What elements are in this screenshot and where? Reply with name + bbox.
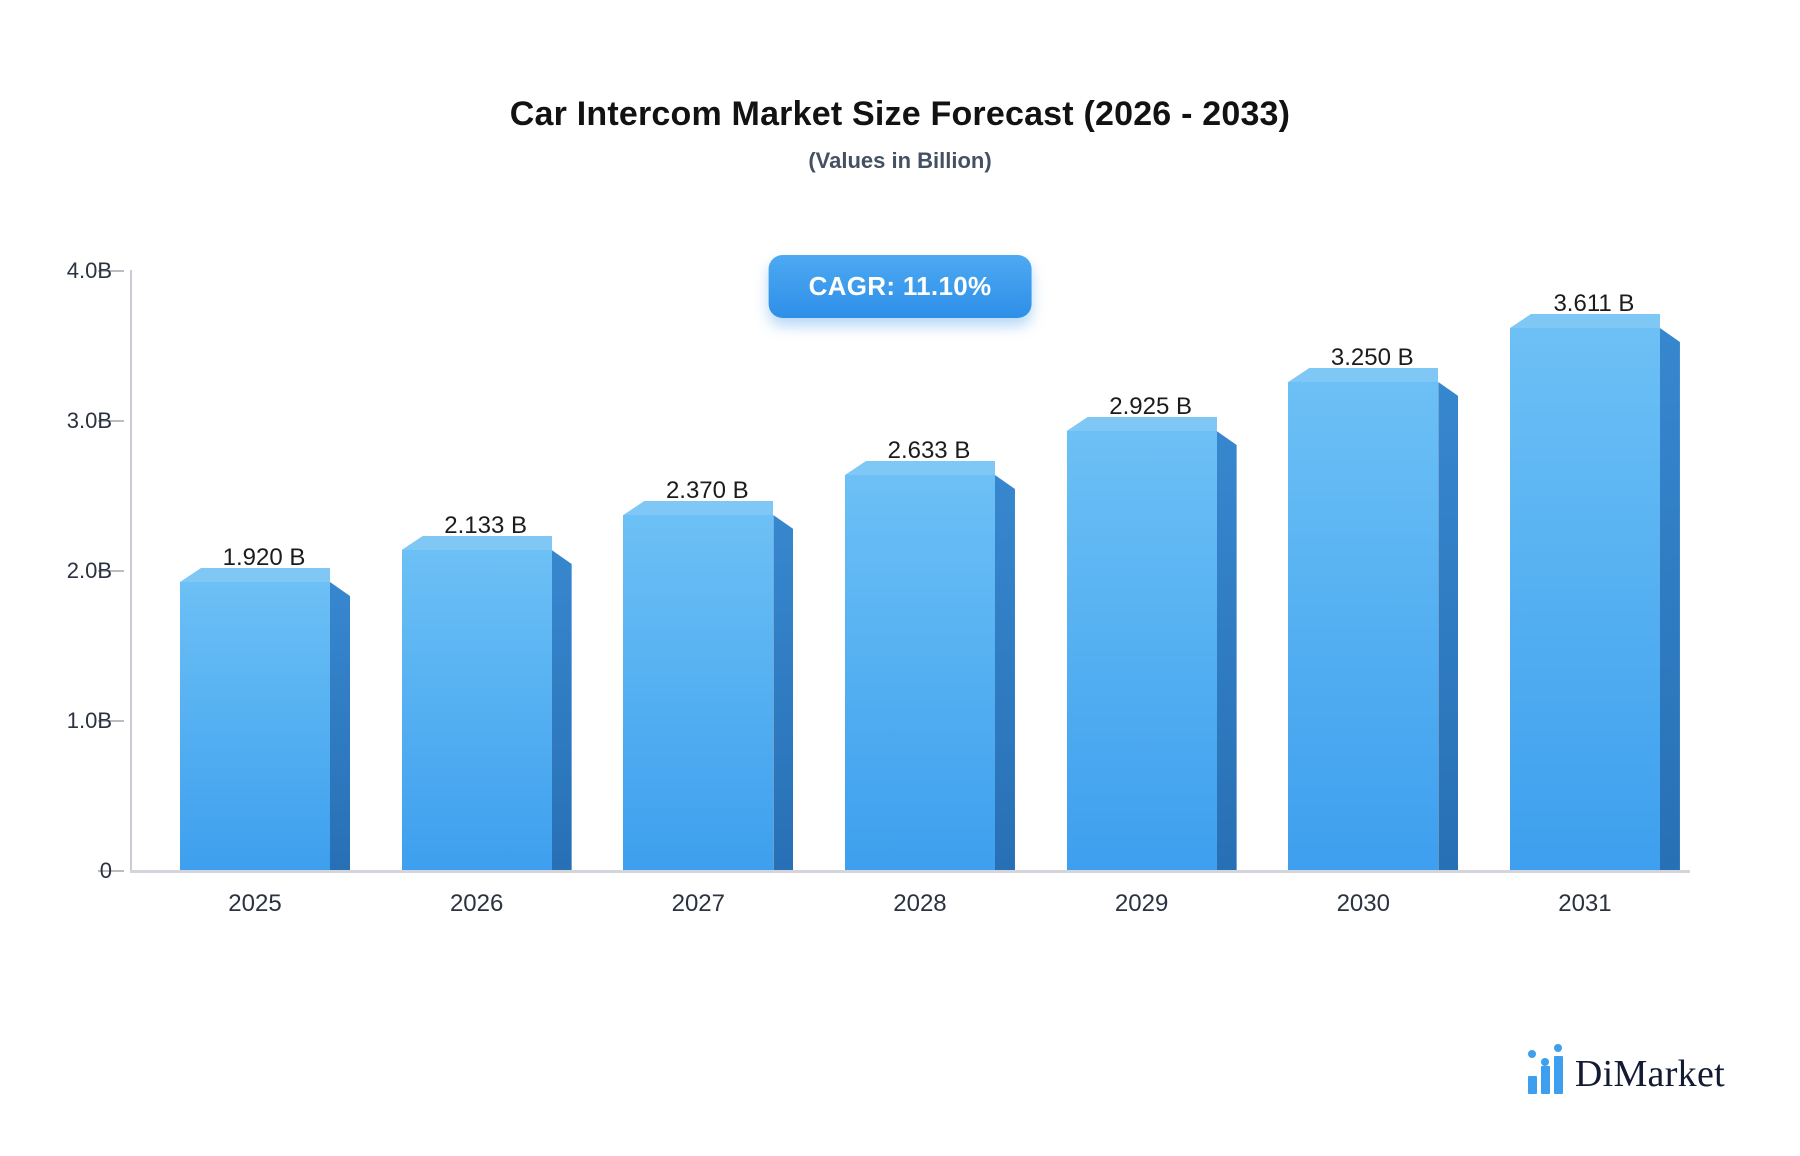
y-tick-label-2: 2.0B: [22, 558, 112, 584]
y-tick-label-3: 3.0B: [22, 408, 112, 434]
bar-top-2031: [1510, 314, 1660, 328]
bar-side-2030: [1438, 382, 1458, 870]
brand-logo-text: DiMarket: [1575, 1052, 1725, 1096]
bar-face-2026[interactable]: [402, 550, 552, 870]
y-axis-line: [130, 270, 132, 870]
bar-top-2028: [845, 461, 995, 475]
x-label-2027[interactable]: 2027: [603, 890, 793, 918]
bar-group-2030[interactable]: 3.250 B 2030: [1268, 270, 1458, 870]
bar-group-2025[interactable]: 1.920 B 2025: [160, 270, 350, 870]
bar-value-2027: 2.370 B: [623, 477, 791, 505]
bar-value-2029: 2.925 B: [1067, 393, 1235, 421]
bar-face-2027[interactable]: [623, 515, 773, 870]
brand-logo-icon: [1528, 1054, 1563, 1094]
bar-value-2025: 1.920 B: [180, 544, 348, 572]
y-tick-label-4: 4.0B: [22, 258, 112, 284]
x-label-2026[interactable]: 2026: [382, 890, 572, 918]
bar-group-2031[interactable]: 3.611 B 2031: [1490, 270, 1680, 870]
bar-group-2026[interactable]: 2.133 B 2026: [382, 270, 572, 870]
bar-group-2028[interactable]: 2.633 B 2028: [825, 270, 1015, 870]
bar-value-2028: 2.633 B: [845, 437, 1013, 465]
x-label-2025[interactable]: 2025: [160, 890, 350, 918]
bar-value-2031: 3.611 B: [1510, 290, 1678, 318]
bar-face-2030[interactable]: [1288, 382, 1438, 870]
bar-value-2026: 2.133 B: [402, 512, 570, 540]
bar-face-2025[interactable]: [180, 582, 330, 870]
x-label-2028[interactable]: 2028: [825, 890, 1015, 918]
bar-side-2025: [330, 582, 350, 870]
bar-top-2026: [402, 536, 552, 550]
bar-top-2030: [1288, 368, 1438, 382]
bar-face-2029[interactable]: [1067, 431, 1217, 870]
bar-side-2026: [552, 550, 572, 870]
x-label-2029[interactable]: 2029: [1047, 890, 1237, 918]
bar-top-2027: [623, 501, 773, 515]
bar-side-2028: [995, 475, 1015, 870]
chart-plot-area: 0 1.0B 2.0B 3.0B 4.0B 1.920 B 2025 2.: [130, 270, 1710, 890]
bar-side-2027: [773, 515, 793, 870]
y-tick-label-0: 0: [22, 858, 112, 884]
y-tick-label-1: 1.0B: [22, 708, 112, 734]
bars-row: 1.920 B 2025 2.133 B 2026 2.370: [160, 270, 1680, 870]
chart-subtitle: (Values in Billion): [0, 148, 1800, 174]
bar-group-2027[interactable]: 2.370 B 2027: [603, 270, 793, 870]
bar-face-2028[interactable]: [845, 475, 995, 870]
x-label-2030[interactable]: 2030: [1268, 890, 1458, 918]
bar-top-2029: [1067, 417, 1217, 431]
x-axis-line: [130, 870, 1690, 873]
bar-value-2030: 3.250 B: [1288, 344, 1456, 372]
chart-page: Car Intercom Market Size Forecast (2026 …: [0, 0, 1800, 1156]
bar-top-2025: [180, 568, 330, 582]
title-block: Car Intercom Market Size Forecast (2026 …: [0, 95, 1800, 174]
bar-side-2029: [1217, 431, 1237, 870]
bar-group-2029[interactable]: 2.925 B 2029: [1047, 270, 1237, 870]
brand-logo: DiMarket: [1528, 1052, 1725, 1096]
chart-title: Car Intercom Market Size Forecast (2026 …: [0, 95, 1800, 134]
x-label-2031[interactable]: 2031: [1490, 890, 1680, 918]
bar-side-2031: [1660, 328, 1680, 870]
bar-face-2031[interactable]: [1510, 328, 1660, 870]
